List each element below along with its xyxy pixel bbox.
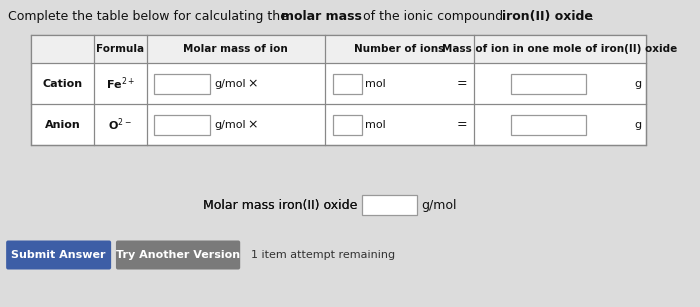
Text: Complete the table below for calculating the: Complete the table below for calculating… [8, 10, 292, 23]
Text: Molar mass iron(II) oxide =: Molar mass iron(II) oxide = [202, 199, 372, 212]
Text: mol: mol [365, 79, 386, 88]
Text: molar mass: molar mass [281, 10, 363, 23]
Text: Try Another Version: Try Another Version [116, 250, 240, 260]
Text: Formula: Formula [96, 44, 144, 54]
Bar [155, 73, 210, 94]
Text: mol: mol [365, 119, 386, 130]
Text: ×: × [247, 118, 258, 131]
Text: .: . [589, 10, 594, 23]
Text: Anion: Anion [45, 119, 80, 130]
Text: g/mol: g/mol [421, 199, 457, 212]
Bar [332, 73, 362, 94]
Text: Fe$^{2+}$: Fe$^{2+}$ [106, 75, 135, 92]
Bar [511, 73, 586, 94]
Bar [32, 35, 645, 145]
FancyBboxPatch shape [6, 240, 111, 270]
Bar [332, 115, 362, 134]
Bar [155, 115, 210, 134]
Text: Molar mass of ion: Molar mass of ion [183, 44, 288, 54]
Text: =: = [457, 118, 468, 131]
Text: =: = [457, 77, 468, 90]
Bar [362, 195, 417, 215]
Text: Mass of ion in one mole of iron(II) oxide: Mass of ion in one mole of iron(II) oxid… [442, 44, 678, 54]
Text: O$^{2-}$: O$^{2-}$ [108, 116, 132, 133]
Text: Molar mass iron(II) oxide =: Molar mass iron(II) oxide = [202, 199, 372, 212]
Text: of the ionic compound: of the ionic compound [359, 10, 508, 23]
Text: g/mol: g/mol [214, 119, 246, 130]
Text: iron(II) oxide: iron(II) oxide [502, 10, 593, 23]
Text: g: g [634, 119, 641, 130]
Text: Cation: Cation [43, 79, 83, 88]
FancyBboxPatch shape [116, 240, 240, 270]
Bar [32, 35, 645, 63]
Text: 1 item attempt remaining: 1 item attempt remaining [251, 250, 395, 260]
Bar [511, 115, 586, 134]
Text: ×: × [247, 77, 258, 90]
Text: g: g [634, 79, 641, 88]
Text: Submit Answer: Submit Answer [11, 250, 106, 260]
Text: Number of ions: Number of ions [354, 44, 444, 54]
Text: g/mol: g/mol [214, 79, 246, 88]
